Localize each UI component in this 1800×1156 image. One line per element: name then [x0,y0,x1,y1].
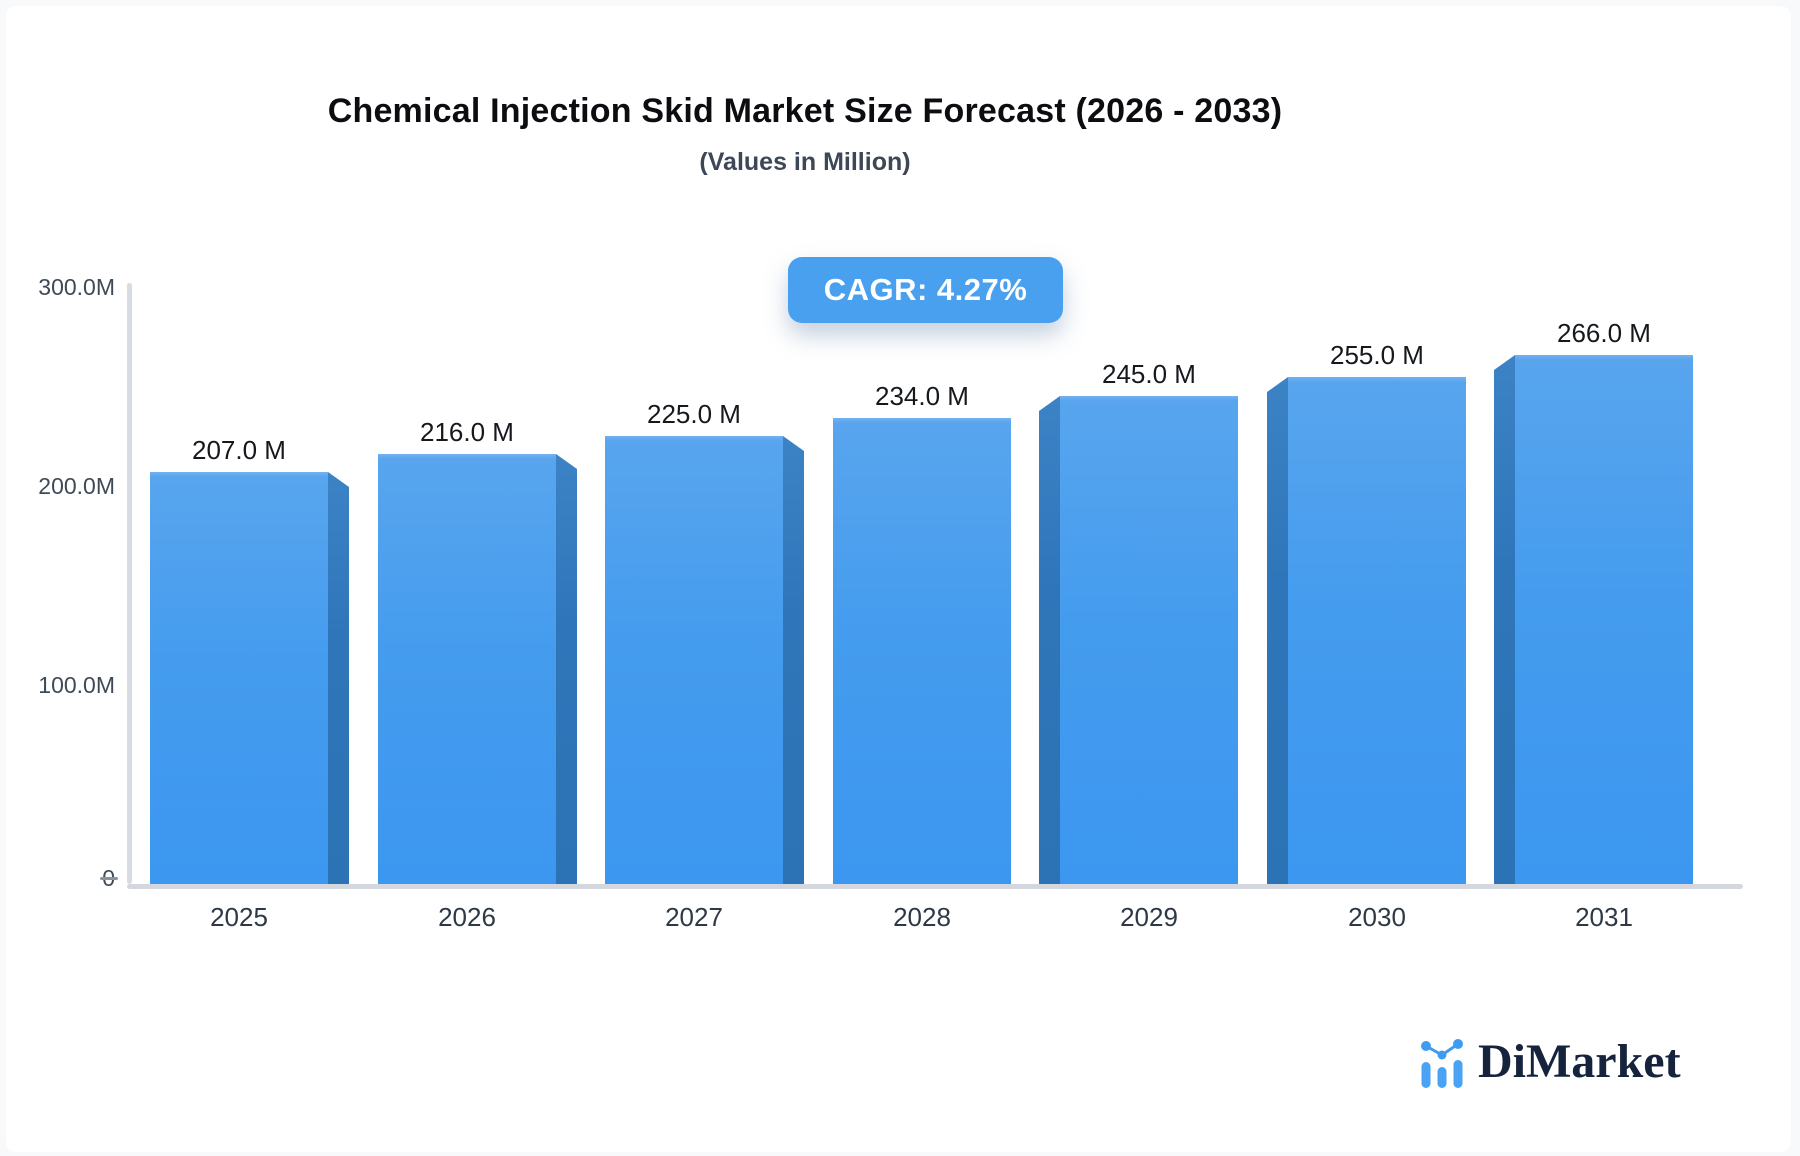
x-tick-label-2025: 2025 [210,902,268,932]
cagr-badge: CAGR: 4.27% [788,257,1063,323]
dimarket-logo-icon [1421,1039,1463,1088]
bar-2027[interactable] [605,436,783,884]
x-tick-label-2026: 2026 [438,902,496,932]
brand-name: DiMarket [1478,1035,1681,1088]
bar-side-face [556,454,577,884]
bar-value-label: 266.0 M [1557,318,1651,348]
y-tick-label: 300.0M [38,274,115,300]
bar-2030[interactable] [1288,377,1466,884]
brand-logo[interactable]: DiMarket [1420,1036,1681,1088]
bar-side-face [1267,377,1288,884]
zero-tick-mark [100,877,118,880]
x-tick-label-2027: 2027 [665,902,723,932]
x-tick-label-2031: 2031 [1575,902,1633,932]
y-axis-line [127,283,132,884]
bar-side-face [328,472,349,884]
bar-value-label: 245.0 M [1102,359,1196,389]
bar-value-label: 216.0 M [420,417,514,447]
y-tick-label: 0 [0,864,115,892]
x-tick-label-2028: 2028 [893,902,951,932]
bar-2025[interactable] [150,472,328,884]
x-tick-label-2030: 2030 [1348,902,1406,932]
y-tick-label: 100.0M [38,672,115,698]
bar-side-face [1494,355,1515,884]
cagr-badge-label: CAGR: 4.27% [823,272,1028,307]
chart-subtitle: (Values in Million) [699,148,911,176]
bar-2031[interactable] [1515,355,1693,884]
bar-value-label: 225.0 M [647,399,741,429]
bar-2029[interactable] [1060,396,1238,884]
y-tick-label: 200.0M [38,473,115,499]
bar-value-label: 255.0 M [1330,340,1424,370]
bar-2028[interactable] [833,418,1011,884]
bar-value-label: 207.0 M [192,435,286,465]
chart-title: Chemical Injection Skid Market Size Fore… [327,92,1283,130]
x-axis-line [127,884,1743,889]
x-tick-label-2029: 2029 [1120,902,1178,932]
bar-side-face [783,436,804,884]
bar-value-label: 234.0 M [875,381,969,411]
bar-2026[interactable] [378,454,556,884]
bar-side-face [1039,396,1060,884]
